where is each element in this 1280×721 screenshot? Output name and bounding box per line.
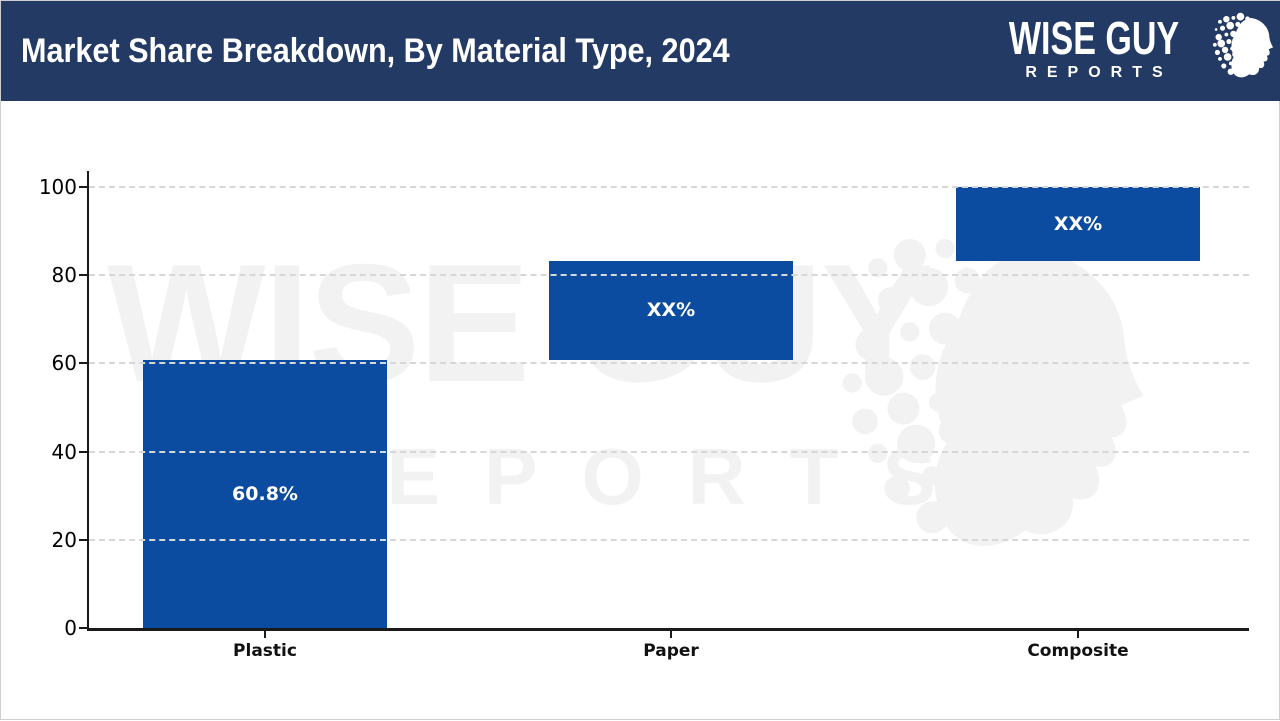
category-label-composite: Composite	[1027, 641, 1129, 661]
wise-guy-logo: WISE GUY REPORTS	[979, 7, 1275, 89]
bar-chart: 0 20 40 60 80 100 60.8% XX% XX% Plastic Paper Compo…	[1, 101, 1280, 721]
category-label-plastic: Plastic	[233, 641, 297, 661]
logo-wordmark: WISE GUY	[1008, 11, 1180, 64]
y-tick-mark	[79, 362, 87, 365]
logo-text: WISE GUY REPORTS	[979, 15, 1209, 82]
x-axis	[87, 628, 1249, 631]
dotted-head-icon	[1212, 12, 1274, 78]
bar-composite: XX%	[956, 187, 1200, 262]
y-tick-label: 80	[51, 263, 77, 288]
bar-value-label: XX%	[1053, 213, 1103, 236]
gridline	[89, 186, 1249, 188]
y-tick-mark	[79, 450, 87, 453]
y-tick-mark	[79, 627, 87, 629]
logo-subtitle: REPORTS	[1025, 63, 1173, 81]
y-tick-label: 100	[38, 175, 77, 199]
bar-plastic: 60.8%	[143, 359, 387, 628]
y-tick-label: 40	[51, 439, 77, 464]
y-tick-label: 0	[64, 616, 77, 640]
bar-value-label: 60.8%	[232, 482, 298, 505]
bar-paper: XX%	[549, 261, 793, 360]
y-tick-label: 20	[51, 527, 77, 552]
gridline	[89, 538, 1249, 541]
gridline	[89, 274, 1249, 277]
x-tick-mark	[264, 631, 266, 638]
gridline	[89, 362, 1249, 365]
header: Market Share Breakdown, By Material Type…	[1, 1, 1280, 101]
page-title: Market Share Breakdown, By Material Type…	[21, 31, 730, 70]
y-tick-mark	[79, 538, 87, 541]
y-tick-label: 60	[51, 351, 77, 376]
category-label-paper: Paper	[643, 641, 699, 661]
bar-value-label: XX%	[646, 299, 696, 322]
x-tick-mark	[1077, 631, 1079, 638]
gridline	[89, 450, 1249, 453]
chart-area: WISE GUY REPORTS 0 20 40 60 80 100 60.8% X	[1, 101, 1280, 721]
y-axis	[87, 171, 89, 630]
y-tick-mark	[79, 274, 87, 277]
y-tick-mark	[79, 186, 87, 188]
x-tick-mark	[670, 631, 672, 638]
